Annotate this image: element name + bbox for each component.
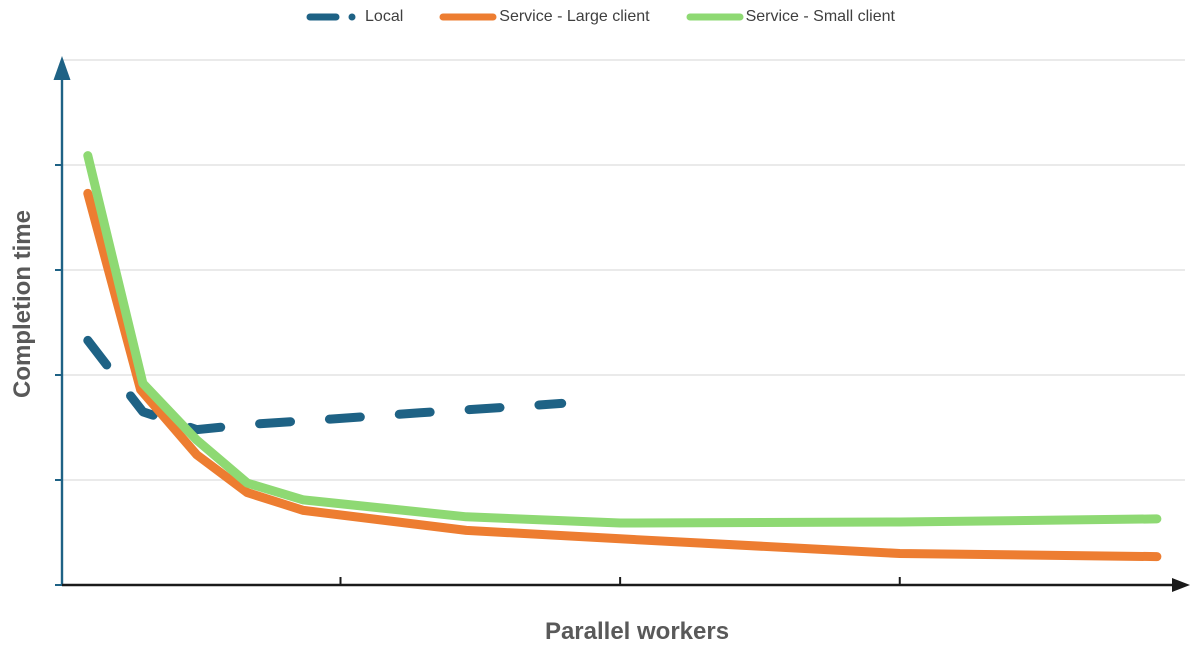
series-line-service-small-client: [83, 151, 1162, 528]
legend-swatch-service-large: [439, 13, 497, 21]
y-axis-arrow-icon: [53, 56, 71, 80]
y-axis-title: Completion time: [9, 209, 36, 399]
legend-item-service-small-client: Service - Small client: [686, 7, 895, 27]
legend-swatch-service-small: [686, 13, 744, 21]
legend-label-service-small-client: Service - Small client: [745, 8, 895, 25]
series-line-service-large-client: [83, 188, 1162, 562]
chart-legend: Local Service - Large client Service - S…: [0, 7, 1200, 27]
legend-swatch-local-dash-dot: [306, 13, 356, 21]
legend-label-local: Local: [365, 8, 404, 25]
series-line-local: [83, 335, 567, 435]
x-axis-arrow-icon: [1172, 578, 1190, 592]
x-axis-title: Parallel workers: [544, 618, 730, 645]
legend-item-service-large-client: Service - Large client: [439, 7, 650, 27]
legend-label-service-large-client: Service - Large client: [499, 8, 650, 25]
legend-item-local: Local: [305, 7, 403, 27]
